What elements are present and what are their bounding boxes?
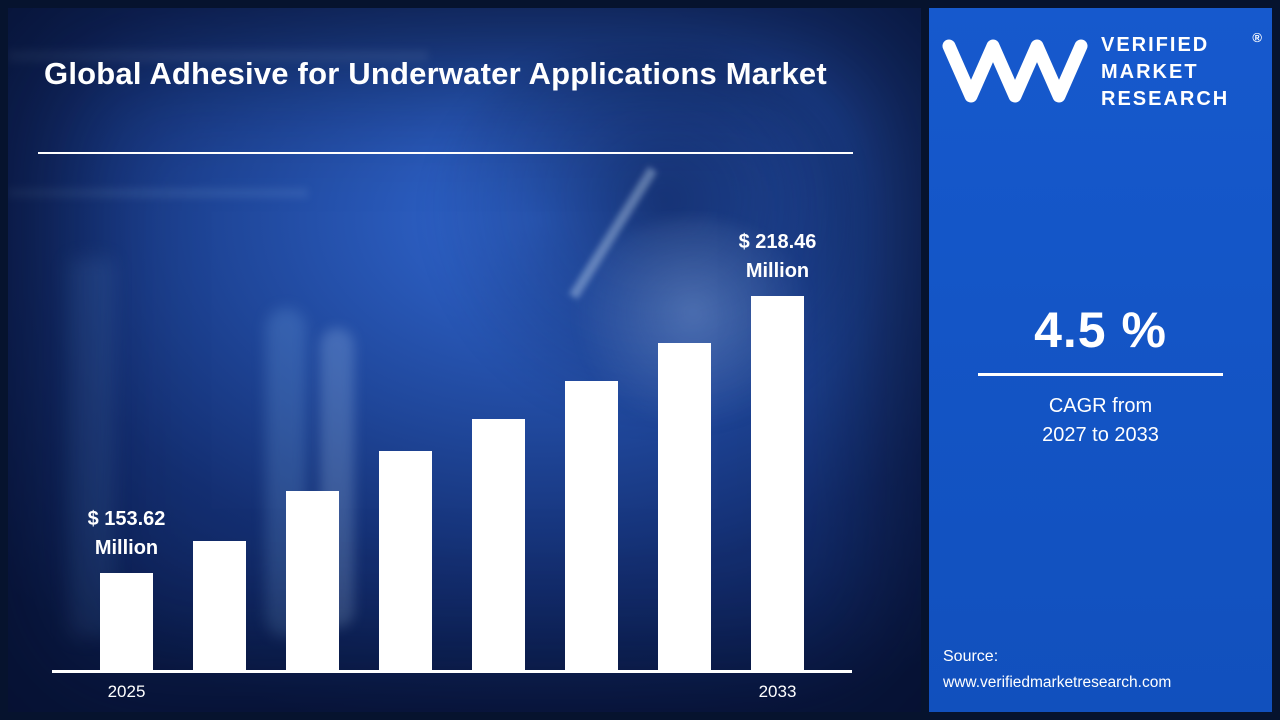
x-axis-tick: [565, 682, 618, 702]
x-axis-tick: 2025: [107, 682, 146, 701]
bar: [286, 491, 339, 670]
bar: [379, 451, 432, 670]
x-axis-tick: 2033: [758, 682, 797, 701]
page-title: Global Adhesive for Underwater Applicati…: [44, 56, 827, 91]
chart-panel: Global Adhesive for Underwater Applicati…: [8, 8, 921, 712]
x-axis-tick: [472, 682, 525, 702]
brand-name-line: VERIFIED: [1101, 33, 1210, 56]
x-axis-tick: [658, 682, 711, 702]
bar: [658, 343, 711, 670]
background-shelf-shape: [8, 188, 308, 198]
x-axis-labels: 2025 2033: [52, 673, 852, 702]
cagr-underline: [978, 373, 1223, 376]
source-url: www.verifiedmarketresearch.com: [943, 674, 1172, 691]
bar-value-label: $ 218.46 Million: [738, 231, 817, 282]
brand-logo-block: VERIFIED MARKET RESEARCH ®: [941, 30, 1264, 114]
info-panel: VERIFIED MARKET RESEARCH ® 4.5 % CAGR fr…: [929, 8, 1272, 712]
bar-chart: $ 153.62 Million $ 218.46 Million 2025 2033: [52, 231, 852, 702]
brand-name-line: RESEARCH: [1101, 87, 1230, 110]
x-axis-tick: [193, 682, 246, 702]
bar-value-label: $ 153.62 Million: [87, 508, 166, 559]
vmr-logo-icon: [942, 39, 1088, 103]
x-axis-tick: [379, 682, 432, 702]
bar: $ 153.62 Million: [88, 508, 165, 670]
x-axis-tick: [286, 682, 339, 702]
title-underline: [38, 152, 853, 154]
cagr-caption-line2: 2027 to 2033: [1042, 424, 1159, 446]
source-label: Source:: [943, 648, 999, 665]
registered-trademark-icon: ®: [1252, 30, 1262, 45]
bar: $ 218.46 Million: [739, 231, 816, 670]
bar-group: $ 153.62 Million $ 218.46 Million: [52, 231, 852, 673]
bar: [193, 541, 246, 670]
brand-name: VERIFIED MARKET RESEARCH: [1101, 32, 1229, 113]
source-block: Source: www.verifiedmarketresearch.com: [943, 644, 1171, 696]
cagr-block: 4.5 % CAGR from 2027 to 2033: [949, 301, 1252, 450]
bar: [565, 381, 618, 670]
bar: [472, 419, 525, 670]
cagr-caption-line1: CAGR from: [1048, 395, 1153, 417]
brand-name-line: MARKET: [1101, 60, 1199, 83]
cagr-value: 4.5 %: [1034, 302, 1167, 358]
